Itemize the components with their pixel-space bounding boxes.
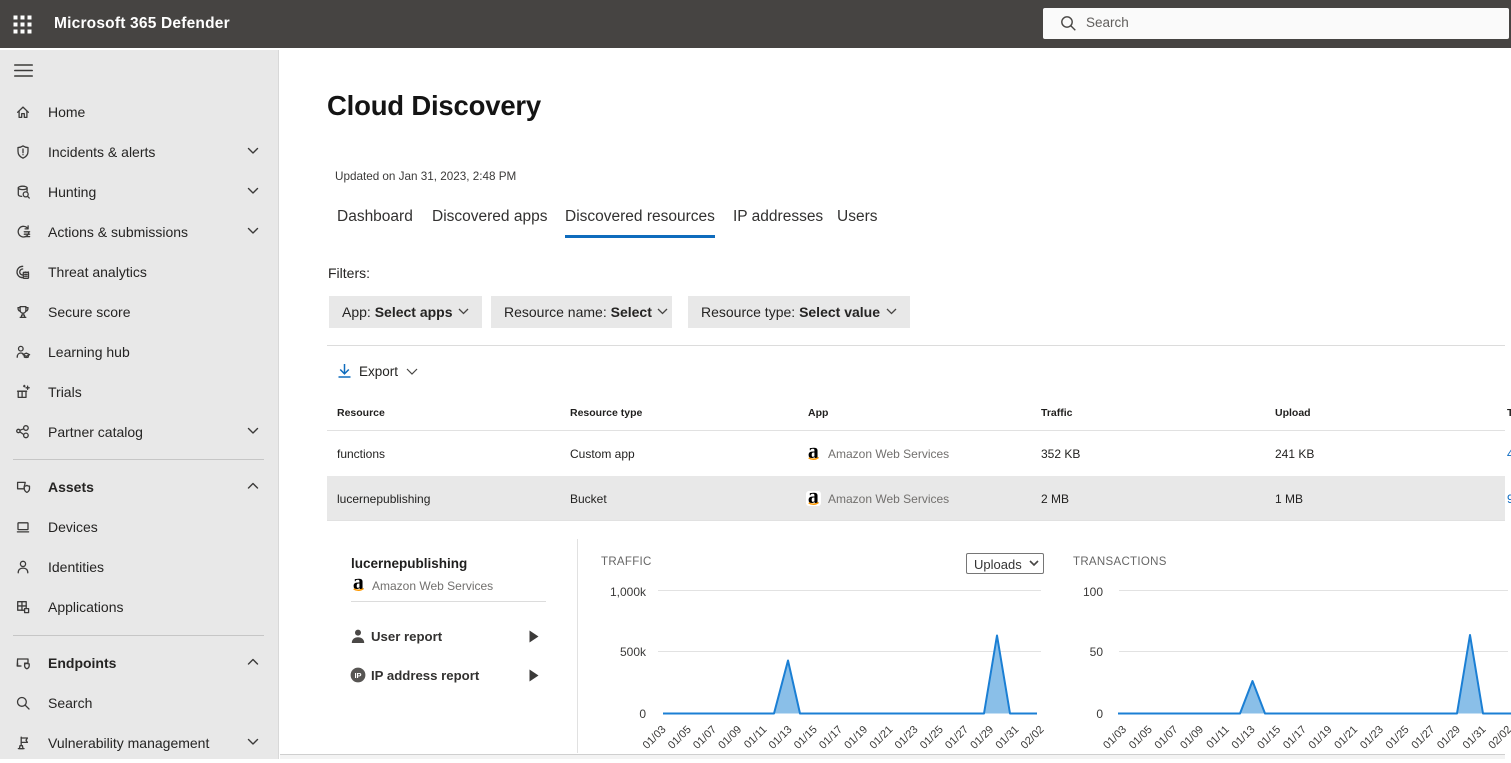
svg-text:02/02: 02/02 (1486, 724, 1511, 752)
svg-text:500k: 500k (620, 645, 647, 659)
svg-text:01/25: 01/25 (1384, 724, 1412, 752)
svg-text:a: a (353, 577, 364, 592)
svg-text:01/15: 01/15 (1255, 724, 1283, 752)
svg-text:01/27: 01/27 (1409, 724, 1437, 752)
svg-text:01/13: 01/13 (767, 724, 795, 752)
svg-text:01/29: 01/29 (1435, 724, 1463, 752)
svg-text:01/09: 01/09 (716, 724, 744, 752)
svg-text:01/05: 01/05 (666, 724, 694, 752)
svg-text:50: 50 (1090, 645, 1104, 659)
svg-text:01/07: 01/07 (691, 724, 719, 752)
svg-text:01/11: 01/11 (1204, 724, 1231, 751)
svg-text:01/19: 01/19 (1307, 724, 1335, 752)
svg-text:01/21: 01/21 (1332, 724, 1360, 752)
svg-text:01/05: 01/05 (1127, 724, 1155, 752)
svg-text:02/02: 02/02 (1019, 724, 1047, 752)
svg-text:01/31: 01/31 (993, 724, 1021, 752)
svg-text:01/29: 01/29 (968, 724, 996, 752)
svg-text:01/23: 01/23 (893, 724, 921, 752)
svg-text:01/21: 01/21 (867, 724, 895, 752)
svg-text:01/09: 01/09 (1178, 724, 1206, 752)
svg-text:01/03: 01/03 (1101, 724, 1129, 752)
svg-text:0: 0 (639, 707, 646, 721)
svg-text:01/17: 01/17 (817, 724, 845, 752)
svg-text:a: a (808, 446, 819, 461)
svg-text:1,000k: 1,000k (610, 585, 647, 599)
svg-text:01/27: 01/27 (943, 724, 971, 752)
svg-text:01/15: 01/15 (792, 724, 820, 752)
svg-text:100: 100 (1083, 585, 1103, 599)
svg-text:01/07: 01/07 (1153, 724, 1181, 752)
svg-text:01/03: 01/03 (641, 724, 669, 752)
svg-text:01/19: 01/19 (842, 724, 870, 752)
svg-text:a: a (808, 491, 819, 506)
svg-text:01/13: 01/13 (1230, 724, 1258, 752)
svg-text:IP: IP (354, 671, 361, 680)
svg-text:01/17: 01/17 (1281, 724, 1309, 752)
svg-text:01/25: 01/25 (918, 724, 946, 752)
svg-text:01/31: 01/31 (1461, 724, 1489, 752)
svg-text:0: 0 (1096, 707, 1103, 721)
svg-text:01/11: 01/11 (742, 724, 769, 751)
svg-text:01/23: 01/23 (1358, 724, 1386, 752)
